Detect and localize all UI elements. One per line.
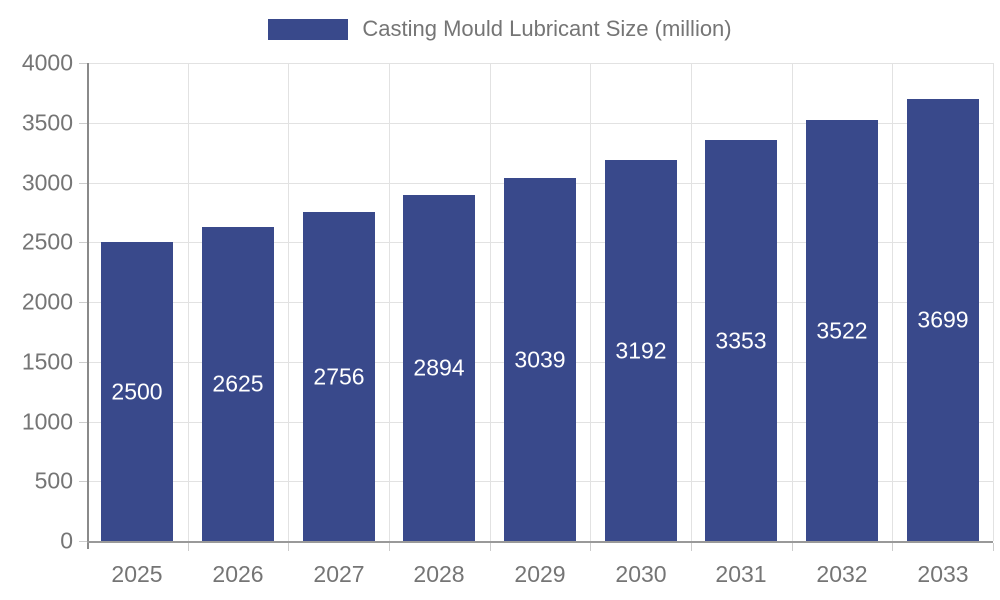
y-axis-tick-mark	[79, 242, 87, 243]
x-axis-tick-label: 2028	[413, 561, 465, 587]
horizontal-gridline	[87, 122, 993, 124]
bar-2031[interactable]: 3353	[705, 140, 777, 541]
x-axis-tick-label: 2033	[917, 561, 969, 587]
x-axis-tick-label: 2031	[715, 561, 767, 587]
bar-2026[interactable]: 2625	[202, 227, 274, 541]
y-axis-tick-label: 0	[60, 527, 73, 554]
vertical-gridline	[288, 63, 289, 541]
vertical-gridline	[389, 63, 390, 541]
bar-value-label: 3353	[715, 327, 767, 353]
y-axis-tick-mark	[79, 63, 87, 64]
y-axis-tick-label: 500	[34, 467, 73, 494]
vertical-gridline	[590, 63, 591, 541]
x-axis-tick-mark	[892, 543, 893, 551]
bar-value-label: 2894	[413, 354, 465, 381]
y-axis-tick-label: 3000	[21, 169, 73, 195]
bar-2025[interactable]: 2500	[101, 242, 173, 541]
legend-series-label: Casting Mould Lubricant Size (million)	[362, 16, 732, 41]
x-axis-tick-mark	[691, 543, 692, 551]
plot-area: 2500 2625 2756 2894 3039 3192 3353 3522 3699	[87, 63, 994, 541]
vertical-gridline	[490, 63, 491, 541]
bar-2030[interactable]: 3192	[605, 160, 677, 541]
horizontal-gridline	[87, 63, 993, 64]
y-axis-tick-mark	[79, 362, 87, 363]
x-axis-tick-mark	[993, 543, 994, 551]
bar-2033[interactable]: 3699	[907, 99, 979, 541]
y-axis-tick-mark	[79, 123, 87, 124]
legend-item[interactable]: Casting Mould Lubricant Size (million)	[0, 16, 1000, 42]
x-axis-tick-label: 2025	[111, 561, 163, 587]
bar-value-label: 3192	[615, 337, 667, 363]
vertical-gridline	[792, 63, 793, 541]
vertical-gridline	[993, 63, 994, 541]
y-axis-tick-label: 3500	[21, 109, 73, 136]
vertical-gridline	[892, 63, 893, 541]
bar-value-label: 2625	[212, 370, 264, 397]
bar-2029[interactable]: 3039	[504, 178, 576, 541]
y-axis-tick-label: 4000	[21, 49, 73, 76]
y-axis-tick-mark	[79, 183, 87, 184]
y-axis-tick-label: 1000	[21, 408, 73, 434]
x-axis-tick-mark	[288, 543, 289, 551]
y-axis-line	[87, 63, 89, 549]
bar-value-label: 2756	[313, 363, 365, 389]
x-axis-tick-label: 2029	[514, 561, 566, 587]
bar-value-label: 3699	[917, 306, 969, 333]
x-axis-tick-label: 2026	[212, 561, 264, 587]
bar-2032[interactable]: 3522	[806, 120, 878, 541]
x-axis-tick-mark	[490, 543, 491, 551]
y-axis-tick-label: 2500	[21, 228, 73, 255]
x-axis-tick-label: 2027	[313, 561, 365, 587]
x-axis-tick-mark	[590, 543, 591, 551]
y-axis-tick-mark	[79, 541, 87, 542]
y-axis-tick-mark	[79, 481, 87, 482]
y-axis-tick-label: 2000	[21, 288, 73, 315]
bar-2028[interactable]: 2894	[403, 195, 475, 541]
vertical-gridline	[188, 63, 189, 541]
x-axis-tick-mark	[188, 543, 189, 551]
x-axis-tick-mark	[792, 543, 793, 551]
legend-swatch	[268, 18, 349, 40]
bar-value-label: 2500	[111, 378, 163, 404]
bar-2027[interactable]: 2756	[303, 212, 375, 541]
x-axis-line	[87, 541, 993, 543]
y-axis-tick-mark	[79, 302, 87, 303]
vertical-gridline	[691, 63, 692, 541]
y-axis-tick-mark	[79, 422, 87, 423]
x-axis-tick-mark	[389, 543, 390, 551]
bar-value-label: 3522	[816, 317, 868, 343]
y-axis-tick-label: 1500	[21, 348, 73, 375]
x-axis-tick-label: 2032	[816, 561, 868, 587]
x-axis-tick-label: 2030	[615, 561, 667, 587]
bar-value-label: 3039	[514, 346, 566, 372]
